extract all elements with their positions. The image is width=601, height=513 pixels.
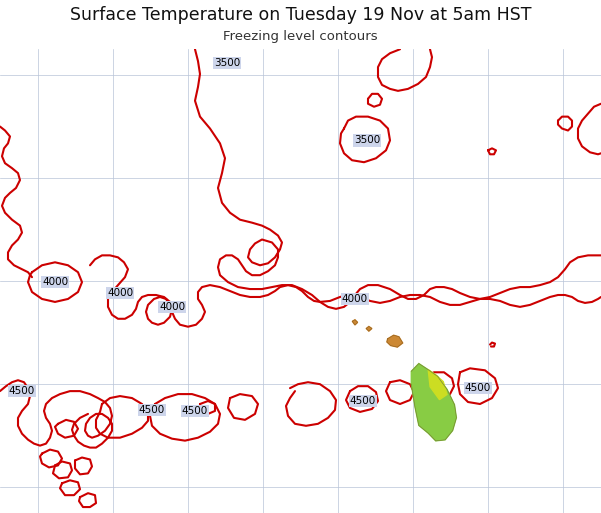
Polygon shape	[387, 335, 403, 347]
Polygon shape	[366, 326, 372, 331]
Polygon shape	[411, 364, 456, 441]
Text: 4500: 4500	[182, 406, 208, 416]
Text: 4500: 4500	[465, 383, 491, 393]
Polygon shape	[352, 320, 358, 325]
Text: Surface Temperature on Tuesday 19 Nov at 5am HST: Surface Temperature on Tuesday 19 Nov at…	[70, 6, 531, 24]
Text: 4500: 4500	[9, 386, 35, 396]
Text: 4000: 4000	[342, 294, 368, 304]
Text: 4500: 4500	[139, 405, 165, 415]
Text: 4000: 4000	[107, 288, 133, 298]
Text: 4500: 4500	[350, 396, 376, 406]
Text: 3500: 3500	[214, 58, 240, 68]
Text: 3500: 3500	[354, 135, 380, 145]
Text: Freezing level contours: Freezing level contours	[223, 30, 378, 44]
Text: 4000: 4000	[159, 302, 185, 312]
Text: 4000: 4000	[42, 277, 68, 287]
Polygon shape	[429, 370, 447, 400]
